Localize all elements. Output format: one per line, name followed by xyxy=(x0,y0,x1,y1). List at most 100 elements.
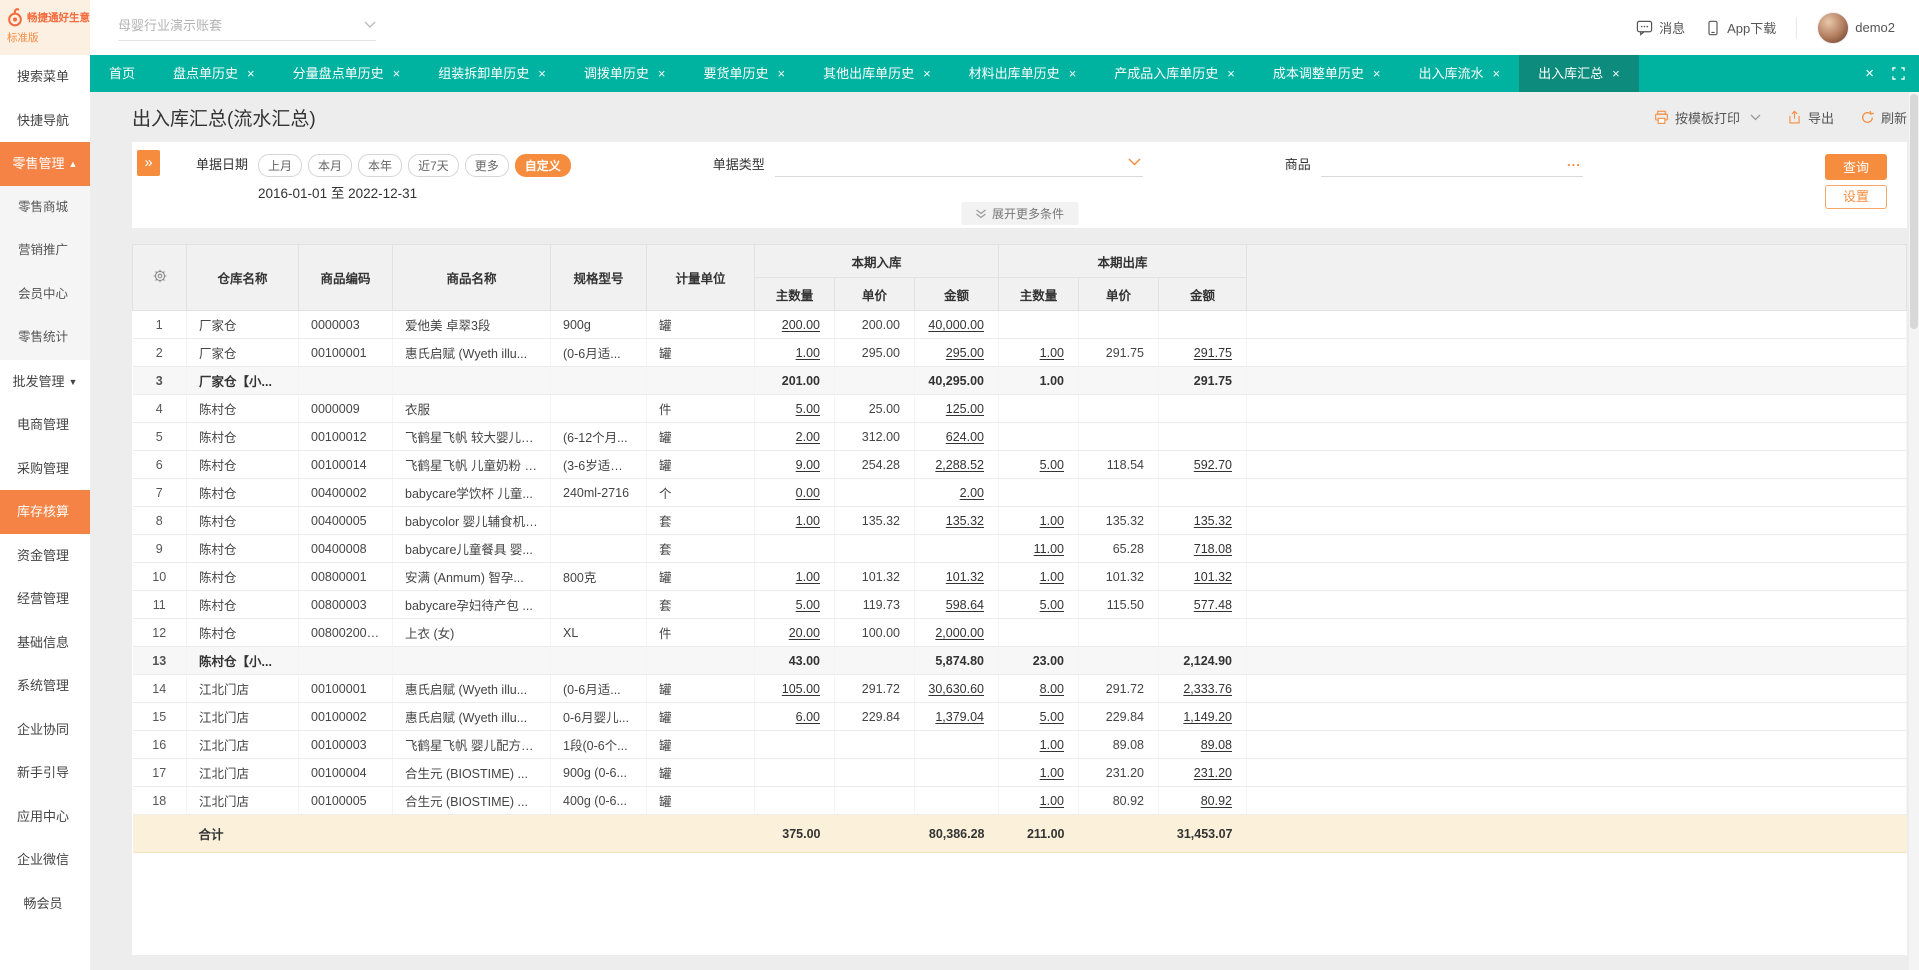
sidebar-item[interactable]: 零售统计 xyxy=(0,316,90,360)
sidebar-item[interactable]: 搜索菜单 xyxy=(0,55,90,99)
out-qty-link[interactable]: 11.00 xyxy=(1033,541,1064,556)
date-preset-pill[interactable]: 本年 xyxy=(358,154,403,177)
date-range-value[interactable]: 2016-01-01 至 2022-12-31 xyxy=(258,186,418,201)
sidebar-item[interactable]: 企业微信 xyxy=(0,838,90,882)
out-amount-link[interactable]: 89.08 xyxy=(1200,737,1232,752)
out-amount-link[interactable]: 1,149.20 xyxy=(1183,709,1232,724)
in-amount-link[interactable]: 598.64 xyxy=(945,597,984,612)
tab-close-icon[interactable]: × xyxy=(923,66,931,81)
out-amount-link[interactable]: 291.75 xyxy=(1193,373,1232,388)
in-amount-link[interactable]: 135.32 xyxy=(945,513,984,528)
sidebar-item[interactable]: 快捷导航 xyxy=(0,99,90,143)
sidebar-item[interactable]: 应用中心 xyxy=(0,795,90,839)
out-amount-link[interactable]: 135.32 xyxy=(1193,513,1232,528)
in-amount-link[interactable]: 624.00 xyxy=(945,429,984,444)
tab[interactable]: 组装拆卸单历史 × xyxy=(419,55,565,92)
product-picker-input[interactable]: ... xyxy=(1320,154,1583,177)
in-amount-link[interactable]: 1,379.04 xyxy=(935,709,984,724)
tab[interactable]: 出入库流水 × xyxy=(1400,55,1520,92)
tab[interactable]: 其他出库单历史 × xyxy=(804,55,950,92)
sidebar-item[interactable]: 库存核算 xyxy=(0,490,90,534)
sidebar-item[interactable]: 零售管理 ▲ xyxy=(0,142,90,186)
out-qty-link[interactable]: 1.00 xyxy=(1039,513,1064,528)
in-amount-link[interactable]: 40,000.00 xyxy=(928,317,984,332)
tab[interactable]: 要货单历史 × xyxy=(684,55,804,92)
sidebar-item[interactable]: 基础信息 xyxy=(0,621,90,665)
out-amount-link[interactable]: 291.75 xyxy=(1193,345,1232,360)
tab[interactable]: 出入库汇总 × xyxy=(1519,55,1639,92)
out-amount-link[interactable]: 592.70 xyxy=(1193,457,1232,472)
print-by-template-button[interactable]: 按模板打印 xyxy=(1654,108,1761,127)
out-qty-link[interactable]: 1.00 xyxy=(1039,765,1064,780)
tab-close-icon[interactable]: × xyxy=(392,66,401,81)
doc-type-select[interactable] xyxy=(774,154,1143,177)
expand-more-conditions[interactable]: 展开更多条件 xyxy=(960,202,1079,225)
sidebar-item[interactable]: 会员中心 xyxy=(0,272,90,316)
out-qty-link[interactable]: 8.00 xyxy=(1039,681,1064,696)
tab[interactable]: 调拨单历史 × xyxy=(565,55,685,92)
out-qty-link[interactable]: 1.00 xyxy=(1039,793,1064,808)
tab-close-icon[interactable]: × xyxy=(1372,66,1381,81)
date-preset-pill[interactable]: 近7天 xyxy=(408,154,459,177)
tab-close-icon[interactable]: × xyxy=(657,66,666,81)
avatar[interactable] xyxy=(1817,11,1850,44)
in-qty-link[interactable]: 1.00 xyxy=(795,569,820,584)
tab-close-icon[interactable]: × xyxy=(1492,66,1501,81)
out-qty-link[interactable]: 5.00 xyxy=(1039,709,1064,724)
out-amount-link[interactable]: 80.92 xyxy=(1200,793,1232,808)
in-amount-link[interactable]: 2,000.00 xyxy=(935,625,984,640)
tab[interactable]: 盘点单历史 × xyxy=(154,55,274,92)
sidebar-item[interactable]: 系统管理 xyxy=(0,664,90,708)
sidebar-item[interactable]: 资金管理 xyxy=(0,534,90,578)
in-qty-link[interactable]: 1.00 xyxy=(795,513,820,528)
fullscreen-icon[interactable] xyxy=(1892,67,1905,80)
in-amount-link[interactable]: 101.32 xyxy=(945,569,984,584)
user-menu[interactable]: demo2 xyxy=(1817,11,1895,44)
tab[interactable]: 成本调整单历史 × xyxy=(1254,55,1400,92)
in-amount-link[interactable]: 2,288.52 xyxy=(935,457,984,472)
account-select[interactable]: 母婴行业演示账套 xyxy=(118,15,376,41)
out-amount-link[interactable]: 101.32 xyxy=(1193,569,1232,584)
sidebar-item[interactable]: 新手引导 xyxy=(0,751,90,795)
in-amount-link[interactable]: 295.00 xyxy=(945,345,984,360)
scrollbar-thumb[interactable] xyxy=(1910,94,1918,329)
ellipsis-icon[interactable]: ... xyxy=(1566,154,1581,169)
sidebar-item[interactable]: 畅会员 xyxy=(0,882,90,926)
in-qty-link[interactable]: 105.00 xyxy=(781,681,820,696)
date-preset-pill[interactable]: 上月 xyxy=(258,154,303,177)
gear-icon[interactable] xyxy=(153,269,167,283)
export-button[interactable]: 导出 xyxy=(1787,108,1834,127)
out-qty-link[interactable]: 1.00 xyxy=(1039,737,1064,752)
date-preset-pill[interactable]: 更多 xyxy=(464,154,509,177)
in-qty-link[interactable]: 2.00 xyxy=(795,429,820,444)
tab-close-icon[interactable]: × xyxy=(777,66,786,81)
tab[interactable]: 产成品入库单历史 × xyxy=(1095,55,1254,92)
out-amount-link[interactable]: 2,333.76 xyxy=(1183,681,1232,696)
out-qty-link[interactable]: 1.00 xyxy=(1039,345,1064,360)
in-qty-link[interactable]: 201.00 xyxy=(781,373,820,388)
tab[interactable]: 分量盘点单历史 × xyxy=(274,55,420,92)
out-qty-link[interactable]: 1.00 xyxy=(1039,373,1064,388)
in-amount-link[interactable]: 2.00 xyxy=(959,485,984,500)
in-amount-link[interactable]: 30,630.60 xyxy=(928,681,984,696)
sidebar-item[interactable]: 电商管理 xyxy=(0,403,90,447)
search-button[interactable]: 查询 xyxy=(1825,154,1887,180)
settings-button[interactable]: 设置 xyxy=(1825,185,1887,209)
tab[interactable]: 材料出库单历史 × xyxy=(950,55,1096,92)
out-amount-link[interactable]: 577.48 xyxy=(1193,597,1232,612)
sidebar-item[interactable]: 批发管理 ▼ xyxy=(0,360,90,404)
date-preset-pill[interactable]: 本月 xyxy=(308,154,353,177)
in-qty-link[interactable]: 9.00 xyxy=(795,457,820,472)
close-all-tabs-icon[interactable]: × xyxy=(1865,65,1874,82)
out-amount-link[interactable]: 2,124.90 xyxy=(1183,653,1232,668)
in-amount-link[interactable]: 125.00 xyxy=(945,401,984,416)
app-download-button[interactable]: App下载 xyxy=(1705,18,1776,37)
tab-close-icon[interactable]: × xyxy=(247,66,255,81)
in-qty-link[interactable]: 20.00 xyxy=(788,625,820,640)
out-qty-link[interactable]: 5.00 xyxy=(1039,457,1064,472)
sidebar-item[interactable]: 采购管理 xyxy=(0,447,90,491)
collapse-sidebar-button[interactable]: » xyxy=(137,150,160,176)
out-qty-link[interactable]: 5.00 xyxy=(1039,597,1064,612)
in-qty-link[interactable]: 1.00 xyxy=(795,345,820,360)
tab-close-icon[interactable]: × xyxy=(1068,66,1077,81)
